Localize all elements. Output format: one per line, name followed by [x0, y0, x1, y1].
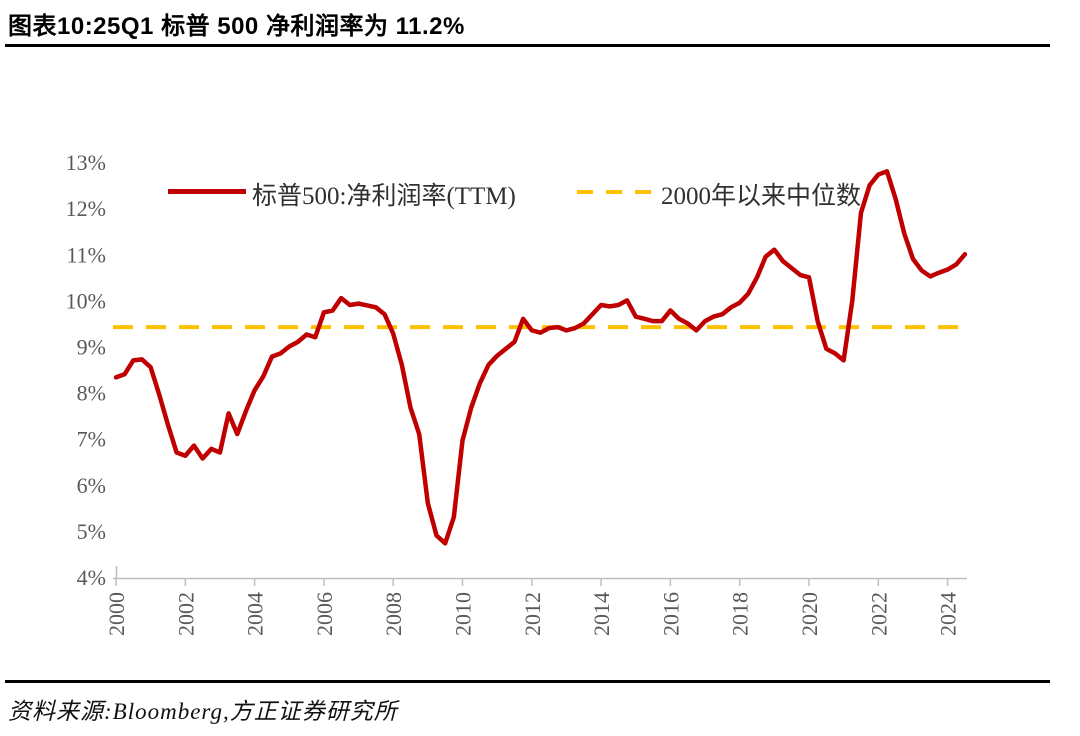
x-axis-label: 2024 [936, 592, 961, 636]
x-axis-label: 2006 [312, 592, 337, 636]
y-axis-label: 9% [77, 335, 106, 360]
y-axis-label: 6% [77, 473, 106, 498]
y-axis-label: 13% [66, 150, 106, 175]
y-axis-label: 11% [66, 242, 106, 267]
title-underline [5, 44, 1050, 47]
y-axis-label: 4% [77, 565, 106, 590]
legend-label-sp500: 标普500:净利润率(TTM) [252, 183, 516, 210]
x-axis-label: 2000 [104, 592, 129, 636]
x-axis-label: 2012 [520, 592, 545, 636]
x-axis-label: 2010 [451, 592, 476, 636]
x-axis-label: 2002 [173, 592, 198, 636]
x-axis-label: 2022 [866, 592, 891, 636]
sp500-net-margin-line [113, 169, 968, 546]
x-axis-label: 2008 [381, 592, 406, 636]
y-axis-label: 8% [77, 381, 106, 406]
y-axis-label: 7% [77, 427, 106, 452]
chart-legend: 标普500:净利润率(TTM) 2000年以来中位数 [0, 88, 1080, 210]
legend-swatch-sp500-line [168, 189, 246, 194]
y-axis-label: 5% [77, 519, 106, 544]
x-axis-label: 2016 [658, 592, 683, 636]
footer-rule [5, 680, 1050, 683]
x-axis-label: 2014 [589, 592, 614, 636]
x-axis-label: 2020 [797, 592, 822, 636]
legend-swatch-median-line [577, 190, 657, 194]
y-axis-label: 12% [66, 196, 106, 221]
source-text: 资料来源:Bloomberg,方正证券研究所 [8, 699, 398, 724]
legend-label-median: 2000年以来中位数 [661, 183, 862, 210]
x-axis-label: 2018 [728, 592, 753, 636]
y-axis-label: 10% [66, 288, 106, 313]
x-axis-label: 2004 [243, 592, 268, 636]
page-title: 图表10:25Q1 标普 500 净利润率为 11.2% [8, 13, 465, 40]
